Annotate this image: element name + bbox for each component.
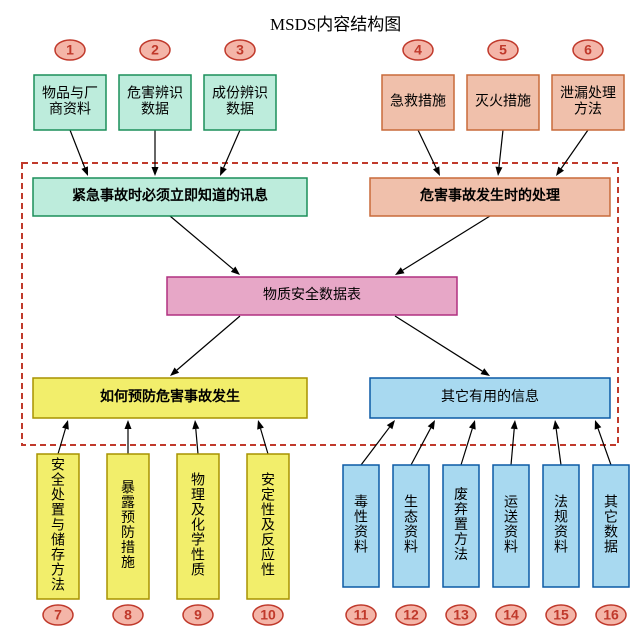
svg-text:运送资料: 运送资料 bbox=[504, 495, 518, 556]
svg-text:暴露预防措施: 暴露预防措施 bbox=[121, 481, 135, 571]
svg-text:15: 15 bbox=[553, 607, 569, 623]
svg-text:毒性资料: 毒性资料 bbox=[354, 495, 368, 556]
svg-text:7: 7 bbox=[54, 607, 62, 623]
svg-text:9: 9 bbox=[194, 607, 202, 623]
svg-text:4: 4 bbox=[414, 42, 422, 58]
svg-text:急救措施: 急救措施 bbox=[390, 94, 446, 110]
svg-text:物质安全数据表: 物质安全数据表 bbox=[263, 286, 361, 303]
svg-text:14: 14 bbox=[503, 607, 519, 623]
svg-text:3: 3 bbox=[236, 42, 244, 58]
svg-text:废弃置方法: 废弃置方法 bbox=[454, 487, 468, 563]
svg-text:物理及化学性质: 物理及化学性质 bbox=[191, 473, 205, 579]
svg-text:8: 8 bbox=[124, 607, 132, 623]
svg-text:1: 1 bbox=[66, 42, 74, 58]
svg-text:法规资料: 法规资料 bbox=[554, 495, 568, 556]
svg-text:安全处置与储存方法: 安全处置与储存方法 bbox=[51, 458, 65, 594]
svg-text:16: 16 bbox=[603, 607, 619, 623]
svg-text:如何预防危害事故发生: 如何预防危害事故发生 bbox=[100, 388, 240, 405]
svg-text:灭火措施: 灭火措施 bbox=[475, 94, 531, 110]
svg-text:MSDS内容结构图: MSDS内容结构图 bbox=[270, 15, 401, 34]
svg-text:危害事故发生时的处理: 危害事故发生时的处理 bbox=[419, 187, 560, 204]
svg-text:紧急事故时必须立即知道的讯息: 紧急事故时必须立即知道的讯息 bbox=[72, 187, 268, 204]
svg-text:生态资料: 生态资料 bbox=[404, 495, 418, 556]
svg-text:11: 11 bbox=[354, 607, 369, 623]
svg-text:12: 12 bbox=[403, 607, 419, 623]
svg-text:安定性及反应性: 安定性及反应性 bbox=[261, 473, 275, 579]
svg-text:2: 2 bbox=[151, 42, 159, 58]
svg-text:其它有用的信息: 其它有用的信息 bbox=[441, 388, 539, 405]
svg-text:6: 6 bbox=[584, 42, 592, 58]
svg-text:13: 13 bbox=[453, 607, 469, 623]
svg-text:10: 10 bbox=[260, 607, 276, 623]
svg-text:其它数据: 其它数据 bbox=[604, 495, 618, 556]
svg-text:5: 5 bbox=[499, 42, 507, 58]
